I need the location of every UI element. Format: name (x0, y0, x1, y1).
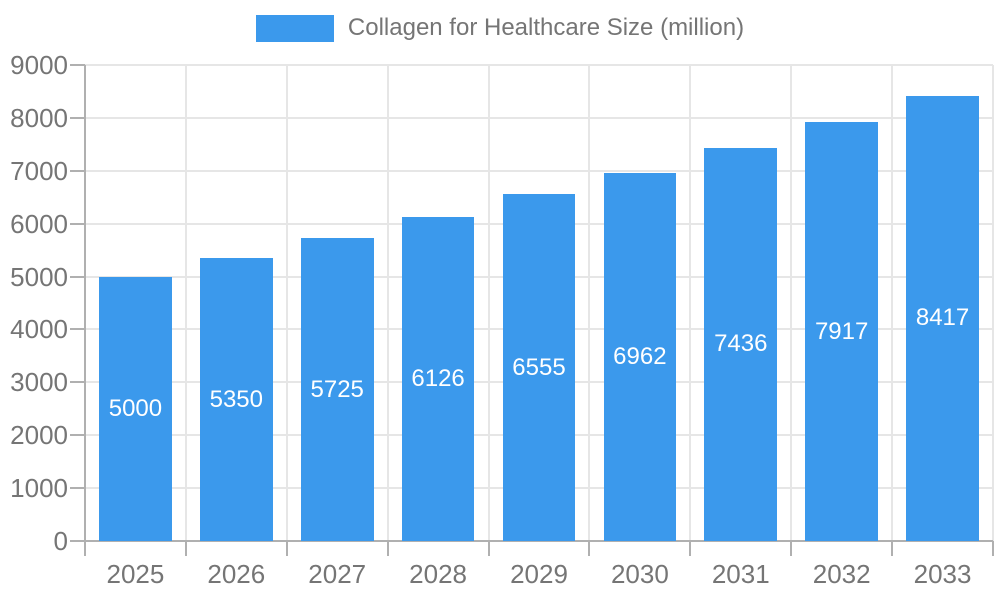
bar-2027[interactable]: 5725 (300, 238, 374, 541)
y-axis-label: 4000 (10, 314, 68, 345)
v-gridline (588, 65, 591, 541)
bar-value-label: 5000 (108, 394, 163, 422)
x-axis-label: 2027 (308, 559, 367, 589)
y-axis-tick (70, 222, 85, 225)
bar-2026[interactable]: 5350 (200, 258, 273, 541)
x-axis-tick (487, 541, 490, 556)
x-axis-label: 2031 (711, 559, 770, 589)
bar-value-label: 8417 (915, 304, 970, 332)
v-gridline (790, 65, 793, 541)
bar-value-label: 5350 (209, 385, 263, 413)
v-gridline (689, 65, 692, 541)
x-axis-label: 2025 (106, 559, 165, 589)
y-axis-label: 2000 (10, 420, 68, 451)
y-axis-label: 7000 (10, 155, 68, 186)
y-axis-tick (70, 64, 85, 66)
x-axis-tick (891, 541, 894, 556)
v-gridline (386, 65, 389, 541)
y-axis-tick (70, 487, 85, 490)
y-axis-label: 6000 (10, 208, 68, 239)
bar-2033[interactable]: 8417 (906, 95, 979, 541)
legend-swatch (255, 14, 334, 42)
y-axis-tick (70, 381, 85, 384)
y-axis-tick (70, 434, 85, 437)
bar-value-label: 6126 (411, 364, 465, 392)
legend-label: Collagen for Healthcare Size (million) (347, 14, 745, 41)
bar-2029[interactable]: 6555 (502, 194, 576, 541)
y-axis-label: 0 (53, 526, 68, 556)
x-axis-tick (588, 541, 591, 556)
v-gridline (891, 65, 894, 541)
y-axis-label: 5000 (10, 261, 68, 292)
h-gridline (85, 116, 993, 119)
bar-value-label: 7917 (814, 317, 869, 345)
x-axis-line (85, 540, 993, 542)
v-gridline (184, 65, 187, 541)
h-gridline (85, 64, 993, 66)
bar-value-label: 7436 (714, 330, 768, 358)
y-axis-label: 1000 (10, 473, 68, 504)
v-gridline (487, 65, 490, 541)
y-axis-line (84, 65, 86, 556)
y-axis-label: 3000 (10, 367, 68, 398)
y-axis-tick (70, 540, 85, 542)
h-gridline (85, 169, 993, 172)
x-axis-tick (790, 541, 793, 556)
x-axis-tick (992, 541, 994, 556)
bar-value-label: 5725 (310, 375, 364, 403)
y-axis-tick (70, 275, 85, 278)
x-axis-label: 2026 (207, 559, 266, 589)
legend-item[interactable]: Collagen for Healthcare Size (million) (0, 14, 1000, 42)
x-axis-label: 2029 (510, 559, 568, 589)
x-axis-label: 2030 (610, 559, 669, 589)
x-axis-tick (184, 541, 187, 556)
y-axis-label: 8000 (10, 102, 68, 133)
bar-2032[interactable]: 7917 (805, 122, 878, 541)
x-axis-tick (285, 541, 288, 556)
x-axis-label: 2033 (913, 559, 972, 589)
x-axis-tick (386, 541, 389, 556)
v-gridline (285, 65, 288, 541)
bar-2031[interactable]: 7436 (704, 147, 778, 541)
y-axis-label: 9000 (10, 50, 68, 80)
v-gridline (992, 65, 994, 541)
x-axis-label: 2032 (812, 559, 871, 589)
bar-value-label: 6555 (512, 353, 566, 381)
y-axis-tick (70, 169, 85, 172)
x-axis-label: 2028 (409, 559, 468, 589)
x-axis-tick (689, 541, 692, 556)
y-axis-tick (70, 328, 85, 331)
y-axis-tick (70, 116, 85, 119)
bar-2028[interactable]: 6126 (401, 217, 475, 541)
bar-2025[interactable]: 5000 (99, 276, 172, 541)
bar-value-label: 6962 (613, 342, 667, 370)
bar-2030[interactable]: 6962 (603, 172, 677, 541)
